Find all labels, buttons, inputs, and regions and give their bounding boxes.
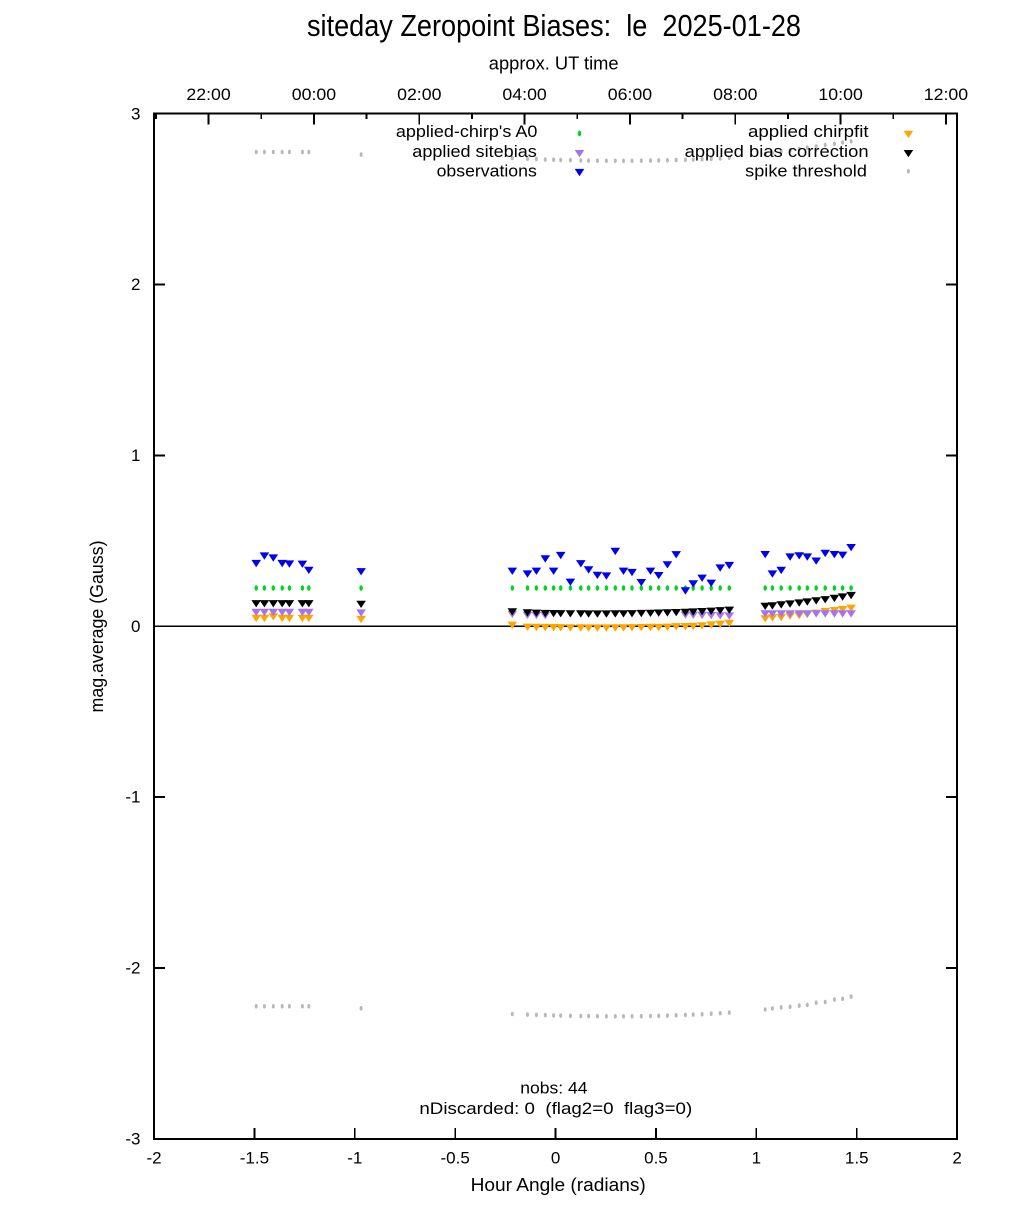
svg-text:Hour Angle (radians): Hour Angle (radians) (471, 1174, 646, 1195)
svg-text:nobs: 44: nobs: 44 (520, 1078, 587, 1097)
svg-text:-2: -2 (125, 959, 140, 978)
svg-text:-1: -1 (347, 1148, 362, 1167)
svg-text:12:00: 12:00 (924, 85, 968, 104)
svg-text:mag.average (Gauss): mag.average (Gauss) (86, 541, 107, 713)
svg-text:-1: -1 (125, 788, 140, 807)
svg-text:-0.5: -0.5 (441, 1148, 470, 1167)
svg-text:-1.5: -1.5 (240, 1148, 269, 1167)
svg-text:0.5: 0.5 (644, 1148, 668, 1167)
svg-text:2: 2 (131, 275, 140, 294)
svg-text:06:00: 06:00 (608, 85, 652, 104)
svg-text:08:00: 08:00 (713, 85, 757, 104)
svg-text:22:00: 22:00 (186, 85, 230, 104)
svg-text:applied sitebias: applied sitebias (412, 142, 537, 161)
svg-text:10:00: 10:00 (818, 85, 862, 104)
svg-text:1.5: 1.5 (845, 1148, 869, 1167)
svg-text:-2: -2 (146, 1148, 161, 1167)
svg-text:approx. UT time: approx. UT time (489, 52, 619, 73)
svg-text:2: 2 (952, 1148, 961, 1167)
svg-text:observations: observations (437, 161, 537, 180)
svg-text:applied chirpfit: applied chirpfit (748, 122, 869, 141)
svg-text:nDiscarded: 0 (flag2=0 flag3: nDiscarded: 0 (flag2=0 flag3=0) (419, 1099, 692, 1118)
svg-text:applied bias correction: applied bias correction (685, 142, 869, 161)
svg-text:00:00: 00:00 (292, 85, 336, 104)
svg-text:1: 1 (131, 446, 140, 465)
svg-text:02:00: 02:00 (397, 85, 441, 104)
svg-text:spike threshold: spike threshold (745, 161, 867, 180)
svg-text:siteday Zeropoint Biases: le: siteday Zeropoint Biases: le 2025-01-28 (307, 8, 801, 43)
svg-text:1: 1 (752, 1148, 761, 1167)
svg-text:04:00: 04:00 (502, 85, 546, 104)
svg-text:0: 0 (131, 617, 140, 636)
svg-text:-3: -3 (125, 1129, 140, 1148)
svg-text:3: 3 (131, 104, 140, 123)
svg-text:applied-chirp's A0: applied-chirp's A0 (396, 122, 538, 141)
svg-text:0: 0 (551, 1148, 560, 1167)
